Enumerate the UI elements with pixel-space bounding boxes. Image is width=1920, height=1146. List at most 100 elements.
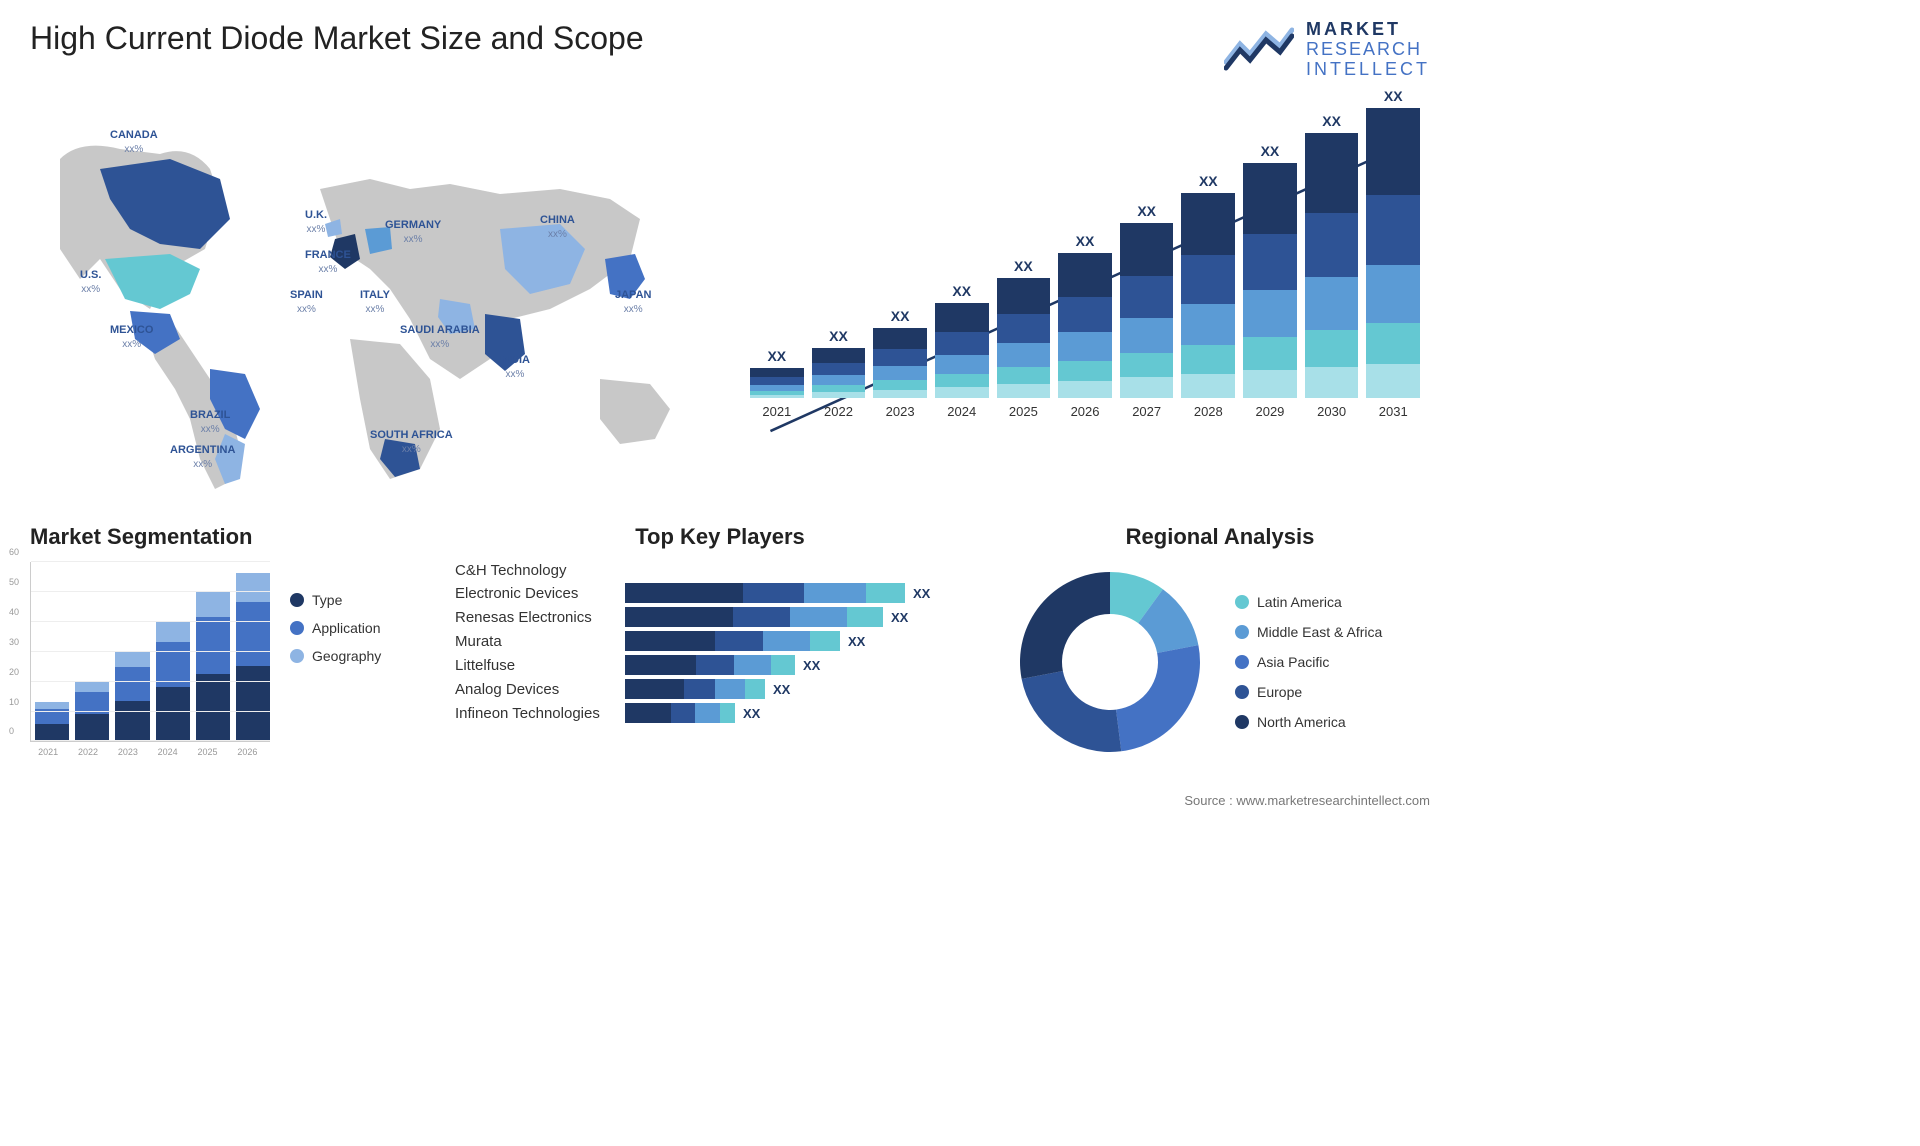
regional-analysis-panel: Regional Analysis Latin America Middle Ea… [1010, 524, 1430, 772]
growth-bar: XX 2022 [812, 328, 866, 419]
map-label-u-k-: U.K.xx% [305, 209, 327, 235]
map-label-south-africa: SOUTH AFRICAxx% [370, 429, 453, 455]
growth-year-label: 2024 [947, 404, 976, 419]
player-name: C&H Technology [455, 562, 625, 579]
segmentation-title: Market Segmentation [30, 524, 430, 550]
growth-bar: XX 2029 [1243, 143, 1297, 419]
player-value: XX [803, 658, 820, 673]
player-row: MurataXX [455, 631, 985, 651]
map-label-germany: GERMANYxx% [385, 219, 441, 245]
map-label-u-s-: U.S.xx% [80, 269, 101, 295]
map-label-saudi-arabia: SAUDI ARABIAxx% [400, 324, 480, 350]
legend-item: Asia Pacific [1235, 654, 1382, 670]
player-value: XX [848, 634, 865, 649]
segmentation-bar-chart: 0102030405060202120222023202420252026 [30, 562, 270, 772]
seg-bar [236, 573, 270, 741]
player-row: Renesas Electronics XX [455, 607, 985, 627]
map-label-argentina: ARGENTINAxx% [170, 444, 235, 470]
legend-item: Europe [1235, 684, 1382, 700]
regional-legend: Latin America Middle East & Africa Asia Pa… [1235, 594, 1382, 730]
player-row: Electronic Devices XX [455, 583, 985, 603]
growth-bar-value: XX [1137, 203, 1156, 219]
growth-bar: XX 2025 [997, 258, 1051, 419]
donut-slice [1116, 646, 1200, 752]
player-name: Electronic Devices [455, 585, 625, 602]
player-name: Renesas Electronics [455, 609, 625, 626]
player-name: Infineon Technologies [455, 705, 625, 722]
map-label-china: CHINAxx% [540, 214, 575, 240]
growth-bar-value: XX [1014, 258, 1033, 274]
player-name: Analog Devices [455, 681, 625, 698]
regional-title: Regional Analysis [1010, 524, 1430, 550]
growth-bar-value: XX [829, 328, 848, 344]
growth-bar: XX 2030 [1305, 113, 1359, 419]
growth-bar-value: XX [767, 348, 786, 364]
map-label-france: FRANCExx% [305, 249, 351, 275]
growth-bar-value: XX [891, 308, 910, 324]
regional-donut-chart [1010, 562, 1210, 762]
map-label-italy: ITALYxx% [360, 289, 390, 315]
legend-item: Geography [290, 648, 381, 664]
players-title: Top Key Players [455, 524, 985, 550]
key-players-panel: Top Key Players C&H Technology Electronic… [455, 524, 985, 772]
growth-bar-chart: XX 2021 XX 2022 XX 2023 XX 2024 XX 2025 XX 2026 XX 20… [740, 99, 1430, 479]
growth-bar-value: XX [1322, 113, 1341, 129]
growth-bar: XX 2026 [1058, 233, 1112, 419]
player-value: XX [773, 682, 790, 697]
seg-bar [35, 702, 69, 741]
growth-year-label: 2026 [1071, 404, 1100, 419]
growth-year-label: 2028 [1194, 404, 1223, 419]
donut-slice [1020, 572, 1110, 679]
growth-year-label: 2023 [886, 404, 915, 419]
logo-text-3: INTELLECT [1306, 60, 1430, 80]
legend-item: Type [290, 592, 381, 608]
growth-bar-value: XX [1199, 173, 1218, 189]
map-label-japan: JAPANxx% [615, 289, 651, 315]
brand-logo: MARKET RESEARCH INTELLECT [1224, 20, 1430, 79]
logo-text-2: RESEARCH [1306, 40, 1430, 60]
segmentation-legend: Type Application Geography [290, 562, 381, 772]
growth-bar: XX 2028 [1181, 173, 1235, 419]
growth-year-label: 2029 [1255, 404, 1284, 419]
map-label-brazil: BRAZILxx% [190, 409, 230, 435]
growth-bar-value: XX [1076, 233, 1095, 249]
source-attribution: Source : www.marketresearchintellect.com [1184, 793, 1430, 808]
growth-bar-value: XX [1384, 88, 1403, 104]
growth-year-label: 2031 [1379, 404, 1408, 419]
player-row: C&H Technology [455, 562, 985, 579]
growth-year-label: 2021 [762, 404, 791, 419]
growth-bar: XX 2021 [750, 348, 804, 419]
growth-year-label: 2025 [1009, 404, 1038, 419]
player-value: XX [913, 586, 930, 601]
legend-item: Middle East & Africa [1235, 624, 1382, 640]
growth-bar: XX 2023 [873, 308, 927, 419]
legend-item: Latin America [1235, 594, 1382, 610]
player-value: XX [891, 610, 908, 625]
growth-year-label: 2027 [1132, 404, 1161, 419]
map-label-india: INDIAxx% [500, 354, 530, 380]
player-row: Littelfuse XX [455, 655, 985, 675]
map-label-spain: SPAINxx% [290, 289, 323, 315]
map-label-mexico: MEXICOxx% [110, 324, 153, 350]
player-row: Infineon Technologies XX [455, 703, 985, 723]
player-name: Littelfuse [455, 657, 625, 674]
world-map-panel: CANADAxx% U.S.xx% MEXICOxx% BRAZILxx% ARGENT… [30, 99, 710, 499]
segmentation-panel: Market Segmentation 01020304050602021202… [30, 524, 430, 772]
growth-year-label: 2030 [1317, 404, 1346, 419]
growth-bar-value: XX [1261, 143, 1280, 159]
growth-bar: XX 2024 [935, 283, 989, 419]
logo-text-1: MARKET [1306, 20, 1430, 40]
donut-slice [1022, 671, 1122, 752]
seg-bar [115, 651, 149, 741]
growth-bar: XX 2031 [1366, 88, 1420, 419]
page-title: High Current Diode Market Size and Scope [30, 20, 644, 57]
player-value: XX [743, 706, 760, 721]
legend-item: North America [1235, 714, 1382, 730]
seg-bar [196, 591, 230, 741]
growth-bar-value: XX [952, 283, 971, 299]
map-label-canada: CANADAxx% [110, 129, 158, 155]
legend-item: Application [290, 620, 381, 636]
logo-bars-icon [1224, 22, 1294, 77]
player-row: Analog Devices XX [455, 679, 985, 699]
growth-year-label: 2022 [824, 404, 853, 419]
